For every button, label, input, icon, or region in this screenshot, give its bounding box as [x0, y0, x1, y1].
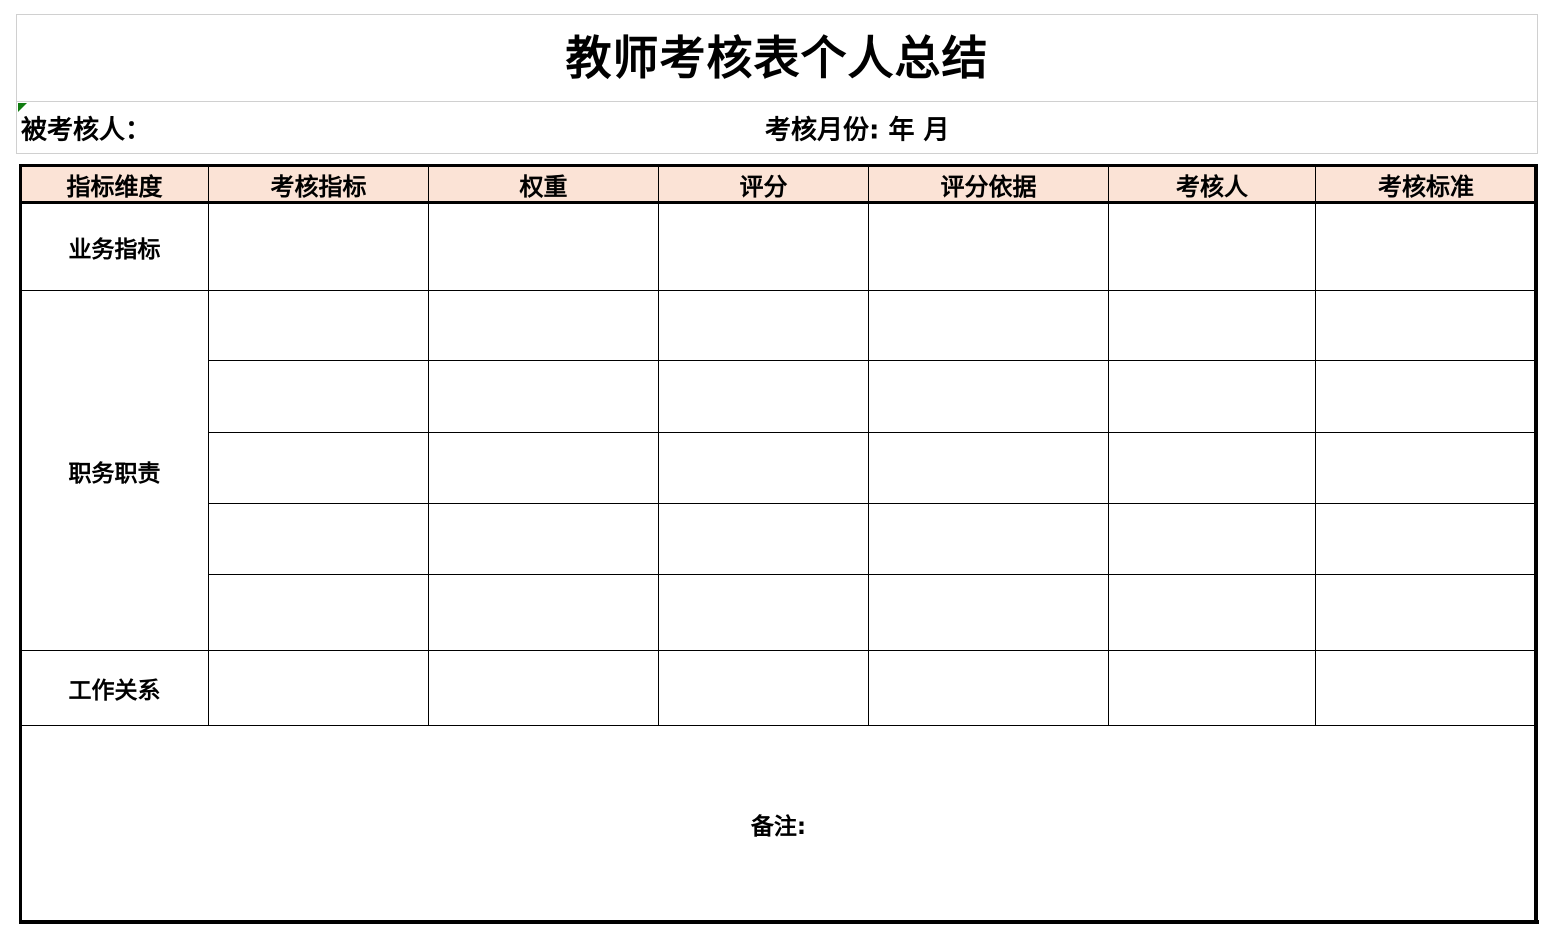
subtitle-cell[interactable]: 被考核人： 考核月份: 年 月 — [16, 102, 1538, 154]
cell-indicator[interactable] — [208, 360, 429, 433]
cell-score[interactable] — [658, 360, 869, 433]
cell-weight[interactable] — [428, 574, 659, 651]
cell-basis[interactable] — [868, 290, 1109, 361]
cell-basis[interactable] — [868, 503, 1109, 575]
cell-basis[interactable] — [868, 360, 1109, 433]
column-header-standard: 考核标准 — [1315, 164, 1537, 204]
group-label-business: 业务指标 — [20, 203, 209, 291]
page-title: 教师考核表个人总结 — [565, 31, 989, 85]
cell-weight[interactable] — [428, 203, 659, 291]
group-label-duties: 职务职责 — [20, 290, 209, 651]
cell-assessor[interactable] — [1108, 432, 1316, 504]
cell-score[interactable] — [658, 503, 869, 575]
cell-assessor[interactable] — [1108, 503, 1316, 575]
cell-score[interactable] — [658, 574, 869, 651]
table-row — [21, 574, 1537, 651]
cell-indicator[interactable] — [208, 290, 429, 361]
table-row: 业务指标 — [20, 203, 1537, 291]
column-header-weight: 权重 — [428, 164, 659, 204]
table-row — [21, 503, 1537, 575]
table-row-remark: 备注: — [20, 725, 1537, 922]
cell-basis[interactable] — [868, 203, 1109, 291]
column-header-score: 评分 — [658, 164, 869, 204]
cell-standard[interactable] — [1315, 650, 1537, 726]
cell-score[interactable] — [658, 432, 869, 504]
cell-weight[interactable] — [428, 290, 659, 361]
assessee-label: 被考核人： — [21, 115, 152, 145]
table-frame-right — [1534, 164, 1538, 924]
cell-weight[interactable] — [428, 650, 659, 726]
cell-basis[interactable] — [868, 650, 1109, 726]
table-frame-left — [19, 164, 22, 924]
cell-score[interactable] — [658, 203, 869, 291]
cell-standard[interactable] — [1315, 503, 1537, 575]
cell-weight[interactable] — [428, 503, 659, 575]
table-header-rule — [20, 201, 1536, 203]
cell-assessor[interactable] — [1108, 574, 1316, 651]
cell-indicator[interactable] — [208, 574, 429, 651]
cell-indicator[interactable] — [208, 203, 429, 291]
table-row — [21, 360, 1537, 433]
green-triangle-icon — [18, 103, 27, 112]
column-header-basis: 评分依据 — [868, 164, 1109, 204]
cell-standard[interactable] — [1315, 360, 1537, 433]
cell-score[interactable] — [658, 290, 869, 361]
assessment-month-label: 考核月份: 年 月 — [765, 115, 950, 145]
column-header-indicator: 考核指标 — [208, 164, 429, 204]
cell-standard[interactable] — [1315, 432, 1537, 504]
cell-weight[interactable] — [428, 432, 659, 504]
cell-indicator[interactable] — [208, 650, 429, 726]
cell-assessor[interactable] — [1108, 203, 1316, 291]
table-row — [21, 432, 1537, 504]
column-header-dimension: 指标维度 — [20, 164, 209, 204]
table-header-row: 指标维度 考核指标 权重 评分 评分依据 考核人 考核标准 — [20, 164, 1537, 204]
cell-assessor[interactable] — [1108, 650, 1316, 726]
assessment-table: 指标维度 考核指标 权重 评分 评分依据 考核人 考核标准 业务指标 — [20, 164, 1537, 922]
cell-indicator[interactable] — [208, 432, 429, 504]
table-frame-bottom — [20, 920, 1539, 924]
column-header-assessor: 考核人 — [1108, 164, 1316, 204]
cell-standard[interactable] — [1315, 574, 1537, 651]
cell-assessor[interactable] — [1108, 360, 1316, 433]
cell-indicator[interactable] — [208, 503, 429, 575]
cell-basis[interactable] — [868, 574, 1109, 651]
table-frame-top — [20, 164, 1536, 167]
table-row: 工作关系 — [20, 650, 1537, 726]
table-row: 职务职责 — [20, 290, 1537, 651]
cell-standard[interactable] — [1315, 290, 1537, 361]
remark-cell[interactable]: 备注: — [20, 725, 1537, 922]
cell-score[interactable] — [658, 650, 869, 726]
cell-standard[interactable] — [1315, 203, 1537, 291]
title-cell[interactable]: 教师考核表个人总结 — [16, 14, 1538, 102]
cell-assessor[interactable] — [1108, 290, 1316, 361]
cell-basis[interactable] — [868, 432, 1109, 504]
cell-weight[interactable] — [428, 360, 659, 433]
group-label-relations: 工作关系 — [20, 650, 209, 726]
